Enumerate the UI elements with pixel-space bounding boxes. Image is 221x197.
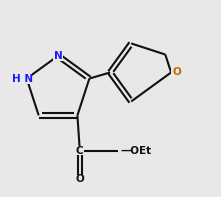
Text: O: O xyxy=(172,67,181,77)
Bar xyxy=(118,146,155,156)
Bar xyxy=(13,73,32,84)
Bar xyxy=(53,51,63,61)
Bar xyxy=(171,67,182,78)
Text: O: O xyxy=(75,174,84,184)
Text: H N: H N xyxy=(12,73,33,84)
Bar xyxy=(75,146,84,155)
Bar xyxy=(75,175,84,184)
Text: —OEt: —OEt xyxy=(120,146,151,156)
Text: C: C xyxy=(76,146,83,156)
Text: N: N xyxy=(54,51,62,61)
